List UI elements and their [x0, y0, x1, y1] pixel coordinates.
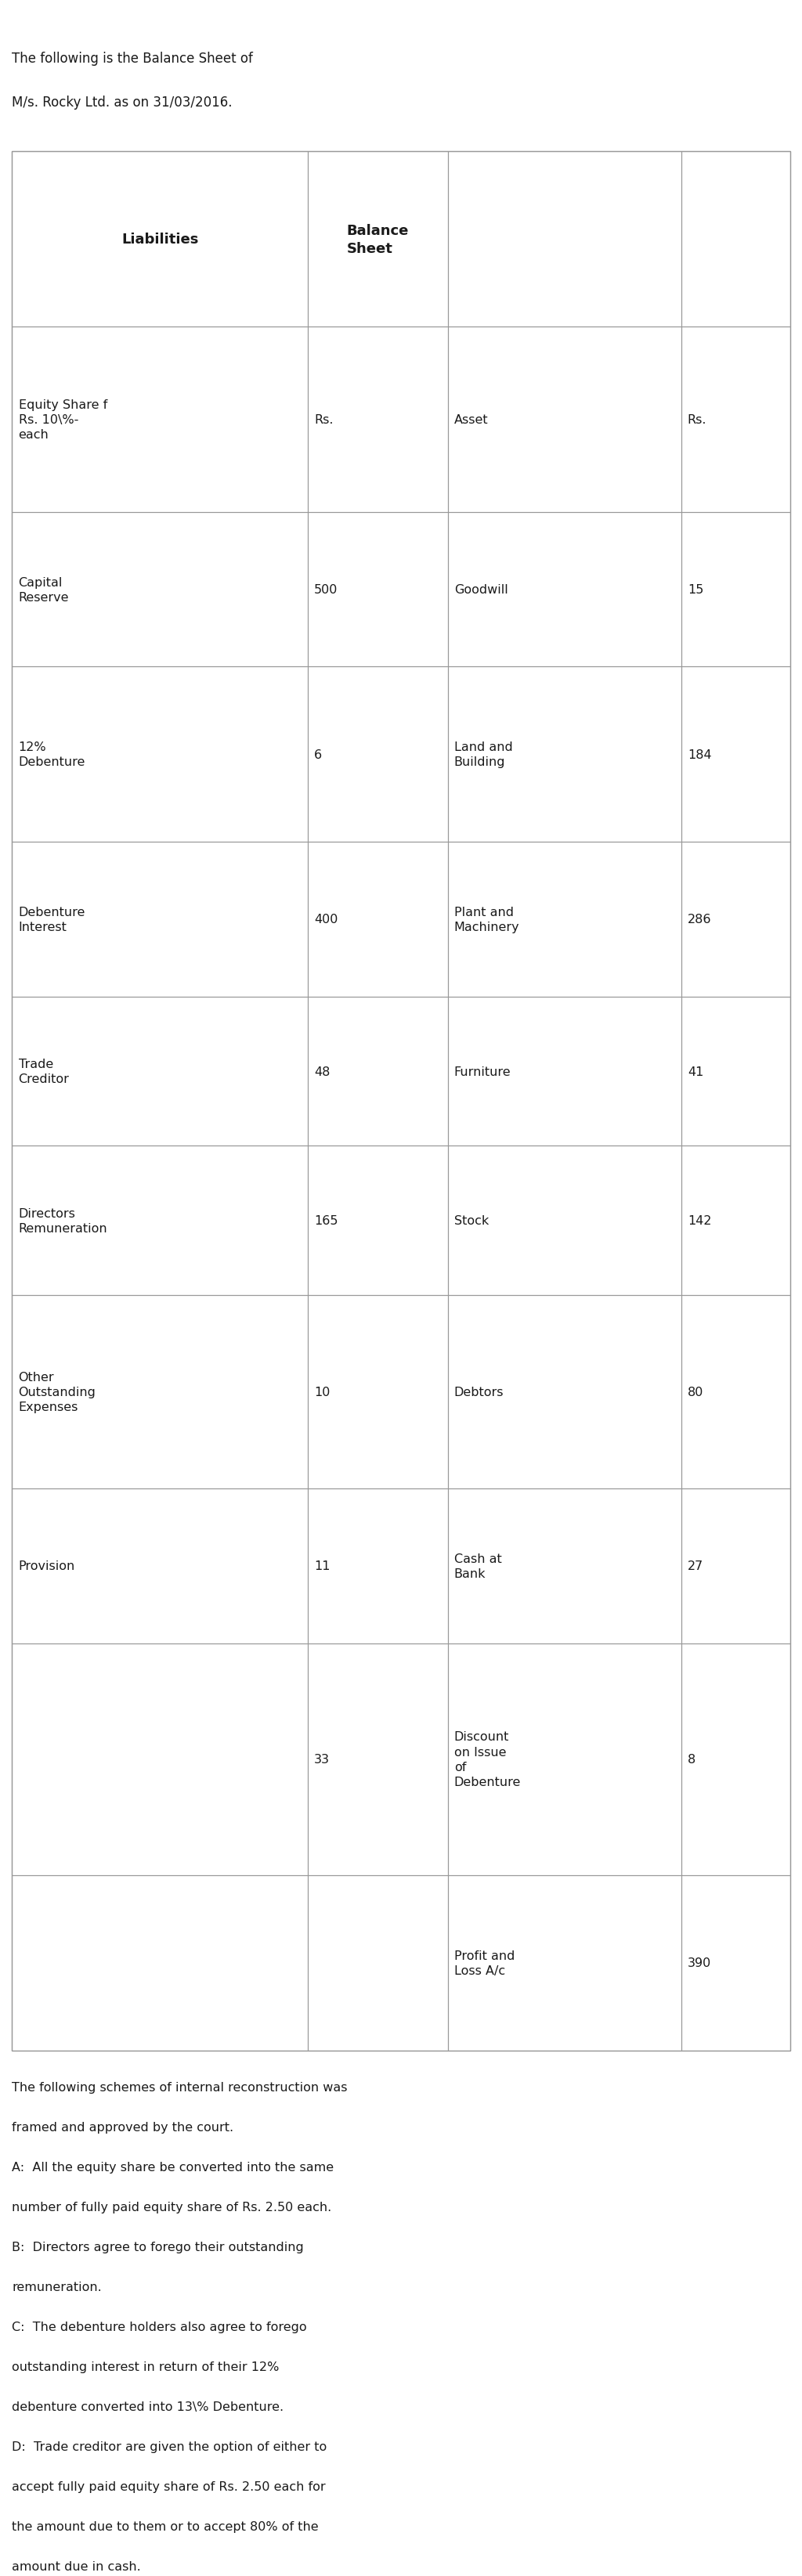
- Text: 12%
Debenture: 12% Debenture: [18, 742, 85, 768]
- Bar: [448, 1296, 681, 1489]
- Bar: [681, 1296, 790, 1489]
- Bar: [12, 152, 790, 2050]
- Text: Directors
Remuneration: Directors Remuneration: [18, 1208, 107, 1234]
- Text: A:  All the equity share be converted into the same: A: All the equity share be converted int…: [12, 2161, 334, 2174]
- Bar: [448, 152, 681, 327]
- Bar: [308, 1875, 448, 2050]
- Bar: [681, 842, 790, 997]
- Bar: [448, 1643, 681, 1875]
- Bar: [12, 1489, 308, 1643]
- Bar: [448, 513, 681, 667]
- Bar: [12, 842, 308, 997]
- Bar: [448, 1146, 681, 1296]
- Text: Debtors: Debtors: [454, 1386, 504, 1399]
- Text: Debenture
Interest: Debenture Interest: [18, 907, 85, 933]
- Text: outstanding interest in return of their 12%: outstanding interest in return of their …: [12, 2362, 279, 2372]
- Text: Capital
Reserve: Capital Reserve: [18, 577, 69, 603]
- Bar: [681, 1643, 790, 1875]
- Text: Provision: Provision: [18, 1561, 75, 1571]
- Text: Plant and
Machinery: Plant and Machinery: [454, 907, 520, 933]
- Bar: [308, 842, 448, 997]
- Bar: [12, 513, 308, 667]
- Bar: [681, 327, 790, 513]
- Bar: [681, 997, 790, 1146]
- Text: number of fully paid equity share of Rs. 2.50 each.: number of fully paid equity share of Rs.…: [12, 2202, 332, 2213]
- Text: C:  The debenture holders also agree to forego: C: The debenture holders also agree to f…: [12, 2321, 307, 2334]
- Text: Land and
Building: Land and Building: [454, 742, 512, 768]
- Text: 400: 400: [314, 914, 338, 925]
- Text: Goodwill: Goodwill: [454, 585, 508, 595]
- Text: 11: 11: [314, 1561, 330, 1571]
- Text: amount due in cash.: amount due in cash.: [12, 2561, 141, 2573]
- Bar: [448, 667, 681, 842]
- Bar: [681, 513, 790, 667]
- Text: Trade
Creditor: Trade Creditor: [18, 1059, 69, 1084]
- Bar: [681, 1146, 790, 1296]
- Text: Discount
on Issue
of
Debenture: Discount on Issue of Debenture: [454, 1731, 521, 1788]
- Text: 8: 8: [687, 1754, 695, 1765]
- Text: framed and approved by the court.: framed and approved by the court.: [12, 2123, 233, 2133]
- Bar: [448, 1489, 681, 1643]
- Text: Profit and
Loss A/c: Profit and Loss A/c: [454, 1950, 515, 1976]
- Bar: [308, 1643, 448, 1875]
- Text: 10: 10: [314, 1386, 330, 1399]
- Bar: [12, 152, 308, 327]
- Bar: [12, 997, 308, 1146]
- Bar: [448, 842, 681, 997]
- Bar: [448, 1875, 681, 2050]
- Text: 6: 6: [314, 750, 322, 760]
- Text: 390: 390: [687, 1958, 711, 1968]
- Text: Asset: Asset: [454, 415, 488, 425]
- Bar: [448, 997, 681, 1146]
- Bar: [12, 1643, 308, 1875]
- Bar: [308, 152, 448, 327]
- Text: Balance
Sheet: Balance Sheet: [346, 224, 409, 255]
- Text: 142: 142: [687, 1216, 711, 1226]
- Text: Furniture: Furniture: [454, 1066, 511, 1077]
- Bar: [681, 152, 790, 327]
- Bar: [308, 1489, 448, 1643]
- Text: Stock: Stock: [454, 1216, 488, 1226]
- Text: remuneration.: remuneration.: [12, 2282, 102, 2293]
- Bar: [12, 1296, 308, 1489]
- Text: debenture converted into 13\% Debenture.: debenture converted into 13\% Debenture.: [12, 2401, 284, 2414]
- Text: Equity Share f
Rs. 10\%-
each: Equity Share f Rs. 10\%- each: [18, 399, 107, 440]
- Text: M/s. Rocky Ltd. as on 31/03/2016.: M/s. Rocky Ltd. as on 31/03/2016.: [12, 95, 233, 108]
- Text: 286: 286: [687, 914, 711, 925]
- Text: 48: 48: [314, 1066, 330, 1077]
- Text: 27: 27: [687, 1561, 703, 1571]
- Text: Rs.: Rs.: [687, 415, 707, 425]
- Bar: [448, 327, 681, 513]
- Bar: [12, 1146, 308, 1296]
- Bar: [308, 327, 448, 513]
- Text: 33: 33: [314, 1754, 330, 1765]
- Text: 500: 500: [314, 585, 338, 595]
- Text: 184: 184: [687, 750, 711, 760]
- Text: The following schemes of internal reconstruction was: The following schemes of internal recons…: [12, 2081, 347, 2094]
- Bar: [308, 513, 448, 667]
- Bar: [308, 997, 448, 1146]
- Text: Other
Outstanding
Expenses: Other Outstanding Expenses: [18, 1370, 96, 1414]
- Text: 165: 165: [314, 1216, 338, 1226]
- Bar: [681, 1875, 790, 2050]
- Text: Cash at
Bank: Cash at Bank: [454, 1553, 502, 1579]
- Bar: [12, 327, 308, 513]
- Bar: [308, 1296, 448, 1489]
- Bar: [308, 1146, 448, 1296]
- Text: D:  Trade creditor are given the option of either to: D: Trade creditor are given the option o…: [12, 2442, 327, 2452]
- Text: The following is the Balance Sheet of: The following is the Balance Sheet of: [12, 52, 253, 64]
- Bar: [12, 1875, 308, 2050]
- Text: 15: 15: [687, 585, 703, 595]
- Text: Liabilities: Liabilities: [121, 232, 198, 247]
- Bar: [12, 667, 308, 842]
- Text: B:  Directors agree to forego their outstanding: B: Directors agree to forego their outst…: [12, 2241, 304, 2254]
- Text: 41: 41: [687, 1066, 703, 1077]
- Bar: [681, 1489, 790, 1643]
- Bar: [681, 667, 790, 842]
- Text: Rs.: Rs.: [314, 415, 334, 425]
- Text: the amount due to them or to accept 80% of the: the amount due to them or to accept 80% …: [12, 2522, 318, 2532]
- Text: 80: 80: [687, 1386, 703, 1399]
- Bar: [308, 667, 448, 842]
- Text: accept fully paid equity share of Rs. 2.50 each for: accept fully paid equity share of Rs. 2.…: [12, 2481, 326, 2494]
